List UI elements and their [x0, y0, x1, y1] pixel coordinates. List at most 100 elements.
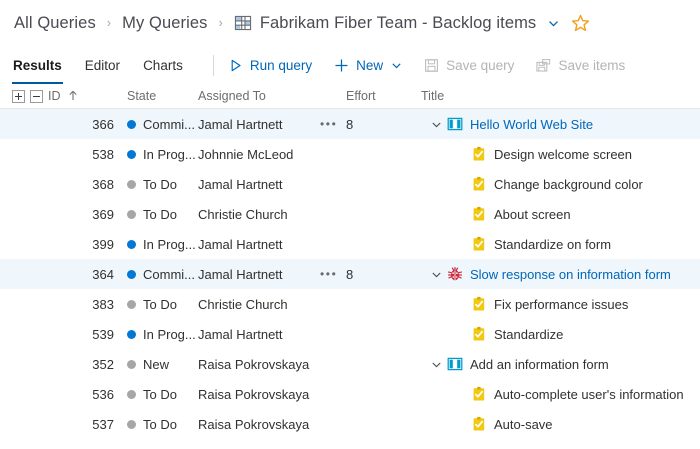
table-row[interactable]: 537 To Do Raisa Pokrovskaya Auto-save [0, 409, 700, 439]
work-item-title-link[interactable]: Slow response on information form [470, 266, 671, 282]
table-row[interactable]: 536 To Do Raisa Pokrovskaya Auto-complete u… [0, 379, 700, 409]
work-item-title-link[interactable]: Auto-complete user's information [494, 386, 684, 402]
cell-title: Hello World Web Site [421, 116, 700, 132]
column-header-assigned-to[interactable]: Assigned To [198, 89, 320, 103]
work-item-title-link[interactable]: Standardize [494, 326, 564, 342]
cell-title: Design welcome screen [421, 146, 700, 162]
row-expander-chevron-down-icon[interactable] [431, 269, 447, 280]
breadcrumb-my-queries[interactable]: My Queries [122, 13, 208, 32]
chevron-down-icon[interactable] [547, 17, 560, 30]
table-row[interactable]: 352 New Raisa Pokrovskaya Add an informatio… [0, 349, 700, 379]
cell-state: New [120, 357, 198, 372]
cell-assigned-to: Raisa Pokrovskaya [198, 386, 310, 402]
tab-results-label: Results [13, 57, 62, 73]
column-header-effort[interactable]: Effort [346, 89, 421, 103]
cell-state-label: To Do [143, 176, 177, 192]
cell-assigned-to: Jamal Hartnett [198, 266, 283, 282]
cell-effort: 8 [346, 116, 354, 132]
cell-title: Slow response on information form [421, 266, 700, 282]
column-header-state[interactable]: State [120, 89, 198, 103]
state-dot-icon [127, 209, 136, 219]
work-item-title-link[interactable]: Auto-save [494, 416, 553, 432]
cell-id: 537 [92, 416, 114, 432]
run-query-button[interactable]: Run query [228, 58, 312, 73]
table-row[interactable]: 383 To Do Christie Church Fix performance i… [0, 289, 700, 319]
work-item-title-link[interactable]: Add an information form [470, 356, 609, 372]
row-expander-chevron-down-icon[interactable] [431, 119, 447, 130]
cell-state-label: In Prog... [143, 146, 196, 162]
cell-state-label: New [143, 356, 170, 372]
cell-id: 399 [92, 236, 114, 252]
results-grid: ID State Assigned To Effort Title 366 Com… [0, 84, 700, 439]
cell-state-label: To Do [143, 416, 177, 432]
state-dot-icon [127, 329, 136, 339]
table-row[interactable]: 539 In Prog... Jamal Hartnett Standardize [0, 319, 700, 349]
cell-state: To Do [120, 417, 198, 432]
expand-plus-box-icon[interactable] [12, 89, 25, 103]
work-item-title-link[interactable]: Change background color [494, 176, 643, 192]
table-row[interactable]: 538 In Prog... Johnnie McLeod Design welcom… [0, 139, 700, 169]
breadcrumb-separator: › [106, 14, 112, 30]
table-row[interactable]: 369 To Do Christie Church About screen [0, 199, 700, 229]
task-clipboard-icon [471, 386, 487, 402]
column-header-effort-label: Effort [346, 89, 376, 103]
state-dot-icon [127, 269, 136, 279]
cell-state: In Prog... [120, 237, 198, 252]
column-header-title[interactable]: Title [421, 89, 700, 103]
new-label: New [356, 57, 384, 73]
breadcrumb-all-queries[interactable]: All Queries [14, 13, 96, 32]
query-grid-icon [234, 14, 252, 32]
tab-results[interactable]: Results [12, 46, 63, 84]
save-query-button: Save query [424, 58, 514, 73]
tab-editor[interactable]: Editor [85, 46, 120, 84]
collapse-minus-box-icon[interactable] [30, 89, 43, 103]
table-row[interactable]: 368 To Do Jamal Hartnett Change background … [0, 169, 700, 199]
cell-title: Auto-save [421, 416, 700, 432]
cell-state-label: Commi... [143, 266, 195, 282]
cell-state: Commi... [120, 117, 198, 132]
work-item-title-link[interactable]: Fix performance issues [494, 296, 629, 312]
state-dot-icon [127, 419, 136, 429]
table-row[interactable]: 364 Commi... Jamal Hartnett ••• 8 Slow respon… [0, 259, 700, 289]
work-item-title-link[interactable]: About screen [494, 206, 571, 222]
work-item-title-link[interactable]: Design welcome screen [494, 146, 633, 162]
table-row[interactable]: 399 In Prog... Jamal Hartnett Standardize o… [0, 229, 700, 259]
row-expander-chevron-down-icon[interactable] [431, 359, 447, 370]
cell-title: Add an information form [421, 356, 700, 372]
cell-assigned-to: Jamal Hartnett [198, 236, 283, 252]
cell-state: In Prog... [120, 327, 198, 342]
cell-state: In Prog... [120, 147, 198, 162]
breadcrumb-current-query[interactable]: Fabrikam Fiber Team - Backlog items [234, 14, 560, 33]
cell-state: To Do [120, 177, 198, 192]
task-clipboard-icon [471, 206, 487, 222]
cell-state: Commi... [120, 267, 198, 282]
new-button[interactable]: New [334, 58, 402, 73]
state-dot-icon [127, 149, 136, 159]
cell-effort: 8 [346, 266, 354, 282]
column-header-state-label: State [127, 89, 157, 103]
cell-assigned-to: Raisa Pokrovskaya [198, 416, 310, 432]
column-header-id-label: ID [48, 89, 61, 103]
cell-assigned-to: Jamal Hartnett [198, 326, 283, 342]
column-header-id[interactable]: ID [48, 89, 120, 103]
column-header-assigned-to-label: Assigned To [198, 89, 266, 103]
cell-assigned-to: Johnnie McLeod [198, 146, 294, 162]
cell-state-label: To Do [143, 206, 177, 222]
work-item-title-link[interactable]: Hello World Web Site [470, 116, 594, 132]
star-outline-icon[interactable] [571, 14, 590, 33]
bug-ladybug-icon [447, 266, 463, 282]
table-row[interactable]: 366 Commi... Jamal Hartnett ••• 8 Hello World… [0, 109, 700, 139]
cell-state-label: In Prog... [143, 236, 196, 252]
row-overflow-menu-icon[interactable]: ••• [320, 267, 338, 281]
work-item-title-link[interactable]: Standardize on form [494, 236, 612, 252]
row-overflow-menu-icon[interactable]: ••• [320, 117, 338, 131]
cell-id: 366 [92, 116, 114, 132]
cell-id: 364 [92, 266, 114, 282]
plus-icon [334, 58, 349, 73]
cell-state-label: To Do [143, 386, 177, 402]
tab-editor-label: Editor [84, 57, 121, 73]
chevron-down-icon[interactable] [391, 60, 402, 71]
tab-charts[interactable]: Charts [143, 46, 183, 84]
cell-id: 368 [92, 176, 114, 192]
cell-title: Fix performance issues [421, 296, 700, 312]
